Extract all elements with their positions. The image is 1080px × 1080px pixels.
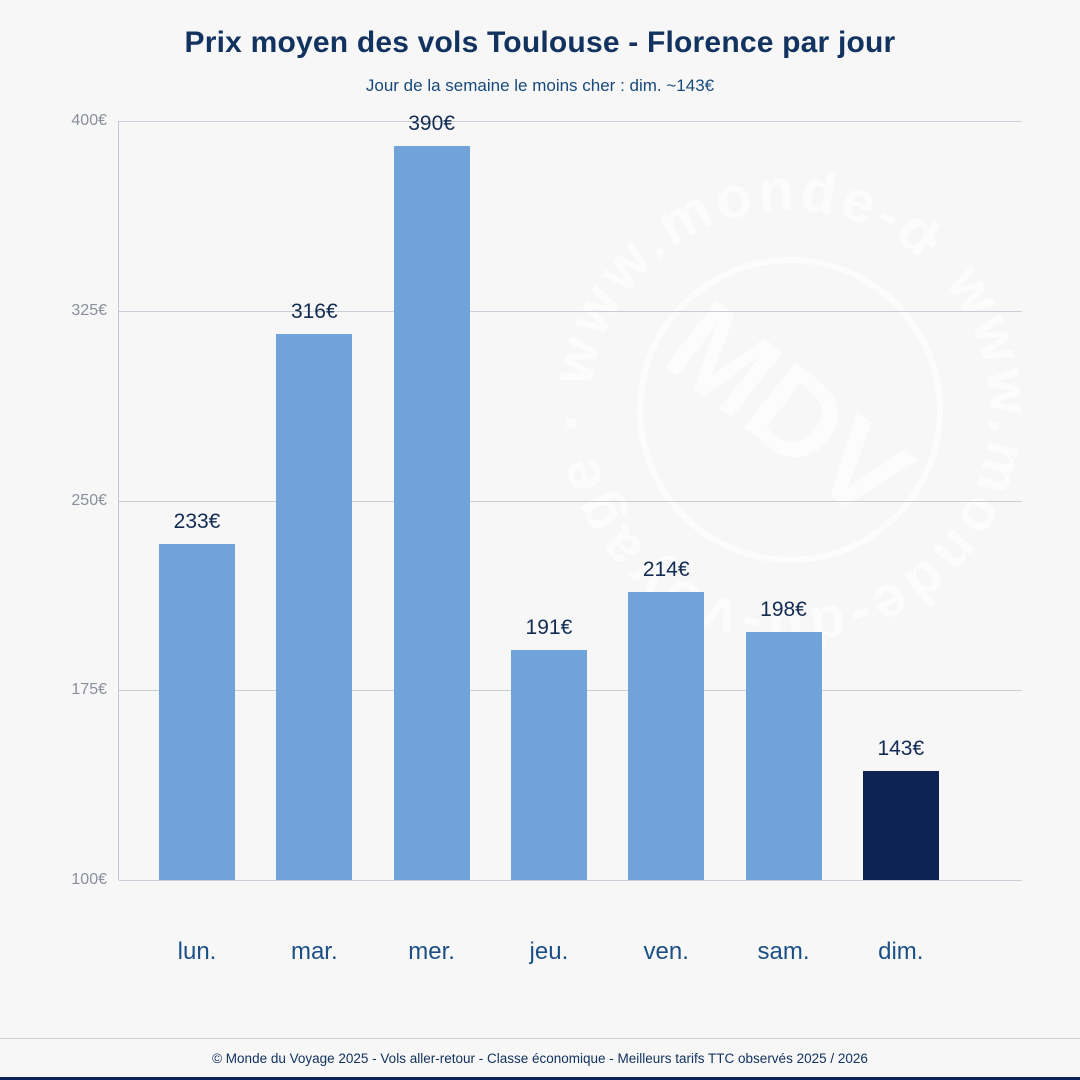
xtick-label-jeu: jeu. [529, 938, 569, 965]
gridline-325 [119, 310, 1022, 312]
chart-title: Prix moyen des vols Toulouse - Florence … [184, 26, 896, 59]
bar-value-jeu: 191€ [525, 615, 573, 639]
bar-value-sam: 198€ [760, 598, 807, 622]
ytick-label-250: 250€ [71, 491, 107, 509]
chart-subtitle: Jour de la semaine le moins cher : dim. … [365, 76, 715, 95]
ytick-label-400: 400€ [71, 112, 107, 129]
footer: © Monde du Voyage 2025 - Vols aller-reto… [0, 1038, 1080, 1080]
bar-chart-plot-area: 400€ 325€ 250€ 175€ 100€ 233€ lun. 316€ mar. 390€… [71, 112, 1022, 965]
ytick-label-175: 175€ [71, 681, 107, 699]
gridline-250 [119, 500, 1022, 502]
gridline-400 [119, 121, 1022, 122]
bar-ven [628, 591, 705, 880]
bar-value-mar: 316€ [290, 299, 338, 323]
footer-text: © Monde du Voyage 2025 - Vols aller-reto… [212, 1051, 868, 1066]
bar-mer [393, 146, 470, 880]
gridline-100 [119, 880, 1022, 881]
bar-sam [745, 632, 822, 880]
xtick-label-sam: sam. [757, 938, 810, 965]
xtick-label-ven: ven. [643, 938, 689, 965]
xtick-label-lun: lun. [177, 938, 217, 965]
bar-value-mer: 390€ [408, 112, 455, 136]
bar-value-dim: 143€ [877, 737, 925, 761]
xtick-label-mar: mar. [290, 938, 338, 965]
bar-dim [862, 771, 939, 880]
bar-value-lun: 233€ [173, 509, 221, 533]
bar-value-ven: 214€ [642, 557, 690, 581]
xtick-label-dim: dim. [878, 938, 924, 965]
bar-jeu [510, 649, 587, 880]
bar-lun [159, 543, 235, 880]
bar-mar [276, 333, 353, 880]
xtick-label-mer: mer. [408, 938, 455, 965]
ytick-label-325: 325€ [71, 301, 107, 319]
ytick-label-100: 100€ [71, 871, 107, 888]
